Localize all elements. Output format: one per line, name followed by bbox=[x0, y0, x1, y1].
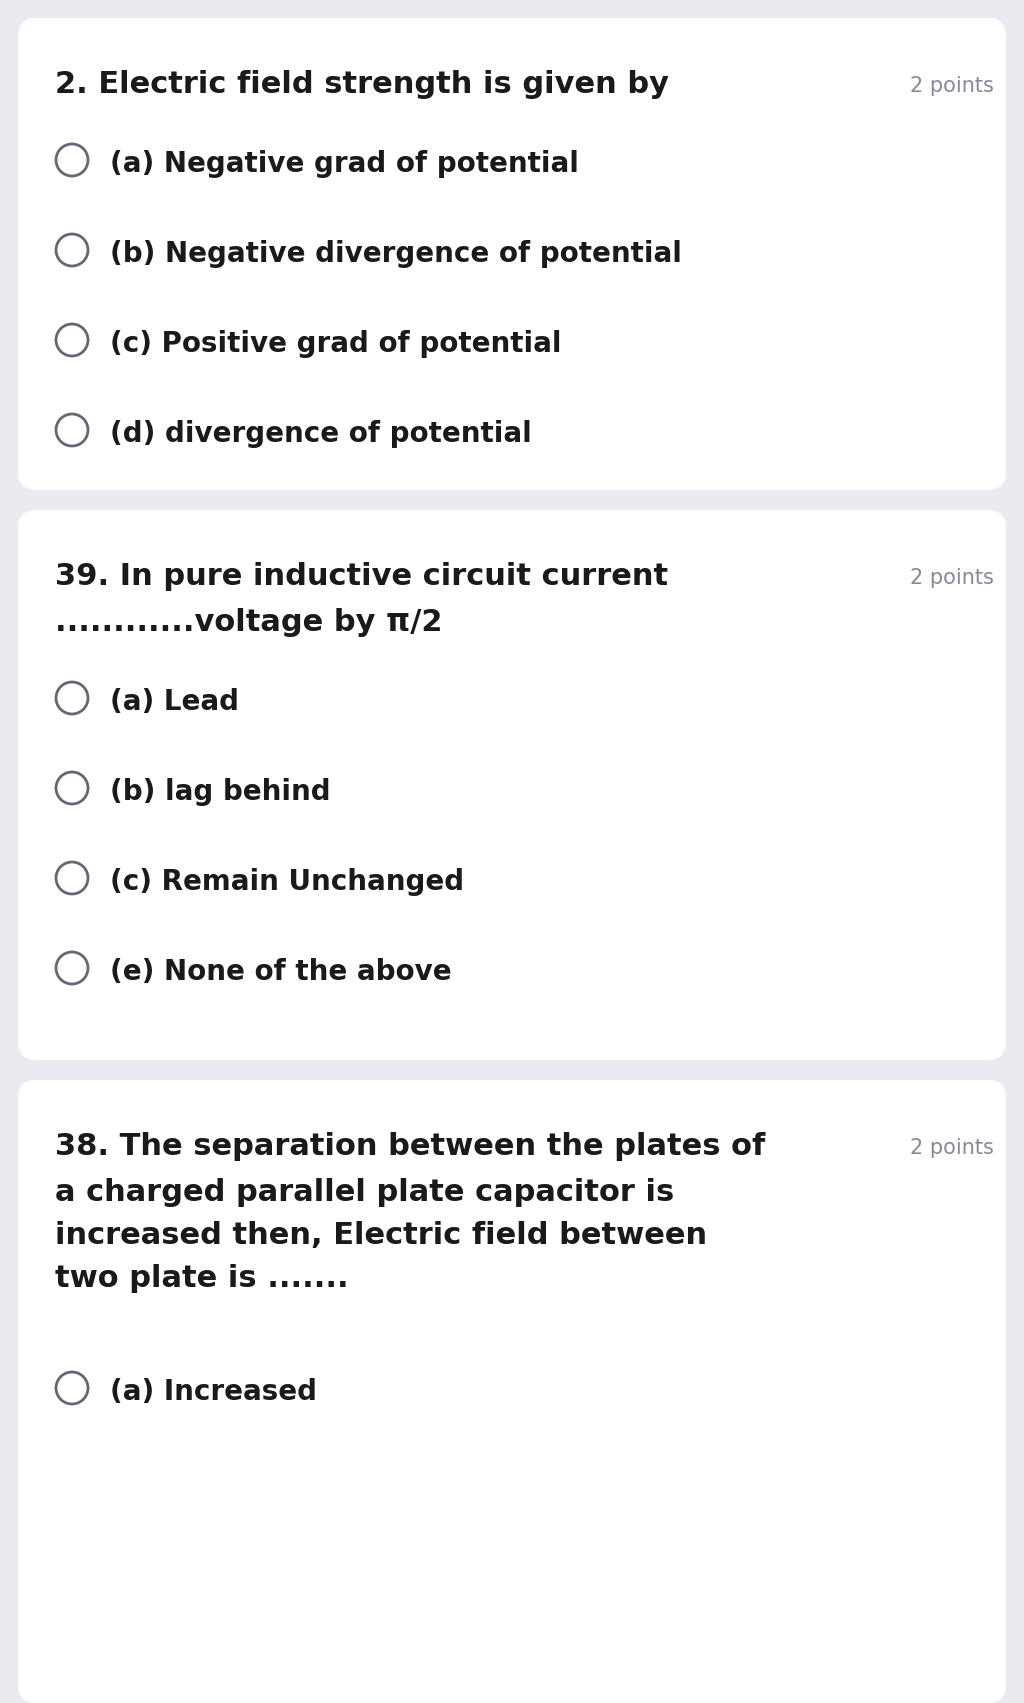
Circle shape bbox=[56, 862, 88, 894]
Circle shape bbox=[56, 1373, 88, 1403]
FancyBboxPatch shape bbox=[18, 509, 1006, 1059]
Text: 38. The separation between the plates of: 38. The separation between the plates of bbox=[55, 1132, 765, 1161]
Text: (d) divergence of potential: (d) divergence of potential bbox=[110, 421, 531, 448]
Circle shape bbox=[56, 771, 88, 804]
Circle shape bbox=[56, 324, 88, 356]
FancyBboxPatch shape bbox=[18, 19, 1006, 490]
Circle shape bbox=[56, 414, 88, 446]
Text: (a) Increased: (a) Increased bbox=[110, 1378, 317, 1407]
Text: (c) Remain Unchanged: (c) Remain Unchanged bbox=[110, 869, 464, 896]
Text: (e) None of the above: (e) None of the above bbox=[110, 959, 452, 986]
Text: (c) Positive grad of potential: (c) Positive grad of potential bbox=[110, 330, 561, 358]
Text: 2. Electric field strength is given by: 2. Electric field strength is given by bbox=[55, 70, 669, 99]
Text: (a) Lead: (a) Lead bbox=[110, 688, 239, 715]
Text: 39. In pure inductive circuit current: 39. In pure inductive circuit current bbox=[55, 562, 668, 591]
Circle shape bbox=[56, 952, 88, 984]
Text: 2 points: 2 points bbox=[910, 77, 994, 95]
Text: a charged parallel plate capacitor is
increased then, Electric field between
two: a charged parallel plate capacitor is in… bbox=[55, 1178, 708, 1293]
FancyBboxPatch shape bbox=[18, 1080, 1006, 1703]
Text: ............voltage by π/2: ............voltage by π/2 bbox=[55, 608, 442, 637]
Circle shape bbox=[56, 233, 88, 266]
Text: 2 points: 2 points bbox=[910, 1138, 994, 1158]
Text: (a) Negative grad of potential: (a) Negative grad of potential bbox=[110, 150, 579, 179]
Text: (b) Negative divergence of potential: (b) Negative divergence of potential bbox=[110, 240, 682, 267]
Circle shape bbox=[56, 681, 88, 714]
Circle shape bbox=[56, 145, 88, 175]
Text: (b) lag behind: (b) lag behind bbox=[110, 778, 331, 806]
Text: 2 points: 2 points bbox=[910, 569, 994, 588]
